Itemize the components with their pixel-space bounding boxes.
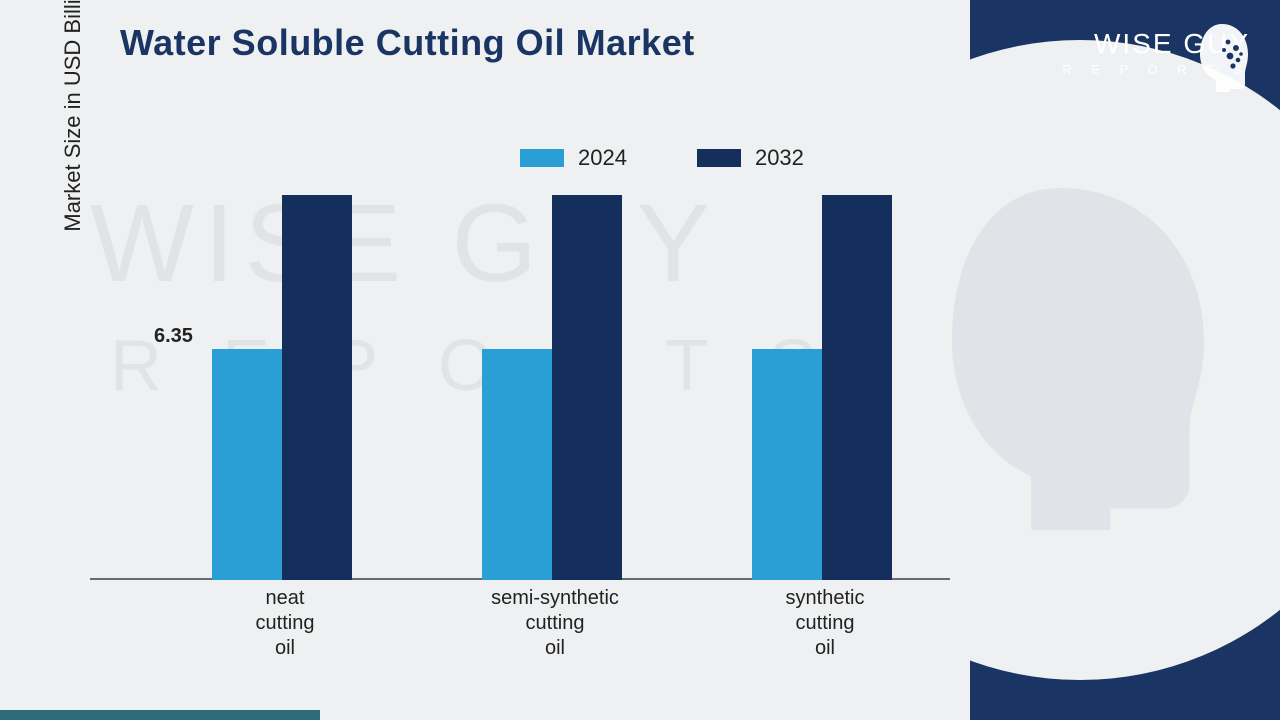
bar-2032 xyxy=(282,195,352,580)
bottom-accent-band xyxy=(0,710,320,720)
legend-label-2024: 2024 xyxy=(578,145,627,171)
bar-2024 xyxy=(212,349,282,580)
bar-2024 xyxy=(752,349,822,580)
bar-2024 xyxy=(482,349,552,580)
x-axis-category-label: syntheticcuttingoil xyxy=(740,586,910,661)
legend-swatch-2032 xyxy=(697,149,741,167)
bar-2032 xyxy=(552,195,622,580)
brand-head-icon xyxy=(1194,22,1254,92)
chart-plot-area: 6.35 xyxy=(150,180,930,580)
y-axis-label: Market Size in USD Billion xyxy=(60,0,86,232)
chart-title: Water Soluble Cutting Oil Market xyxy=(120,22,695,64)
infographic-canvas: WISE GUY REPORTS Water Soluble Cutting O… xyxy=(0,0,1280,720)
legend-label-2032: 2032 xyxy=(755,145,804,171)
brand-logo: WISE GUY R E P O R T S xyxy=(1062,28,1250,77)
bar-2032 xyxy=(822,195,892,580)
legend-swatch-2024 xyxy=(520,149,564,167)
value-label: 6.35 xyxy=(154,325,193,348)
x-axis-category-label: neatcuttingoil xyxy=(200,586,370,661)
chart-legend: 2024 2032 xyxy=(520,145,804,171)
legend-item-2024: 2024 xyxy=(520,145,627,171)
legend-item-2032: 2032 xyxy=(697,145,804,171)
x-axis-category-label: semi-syntheticcuttingoil xyxy=(470,586,640,661)
